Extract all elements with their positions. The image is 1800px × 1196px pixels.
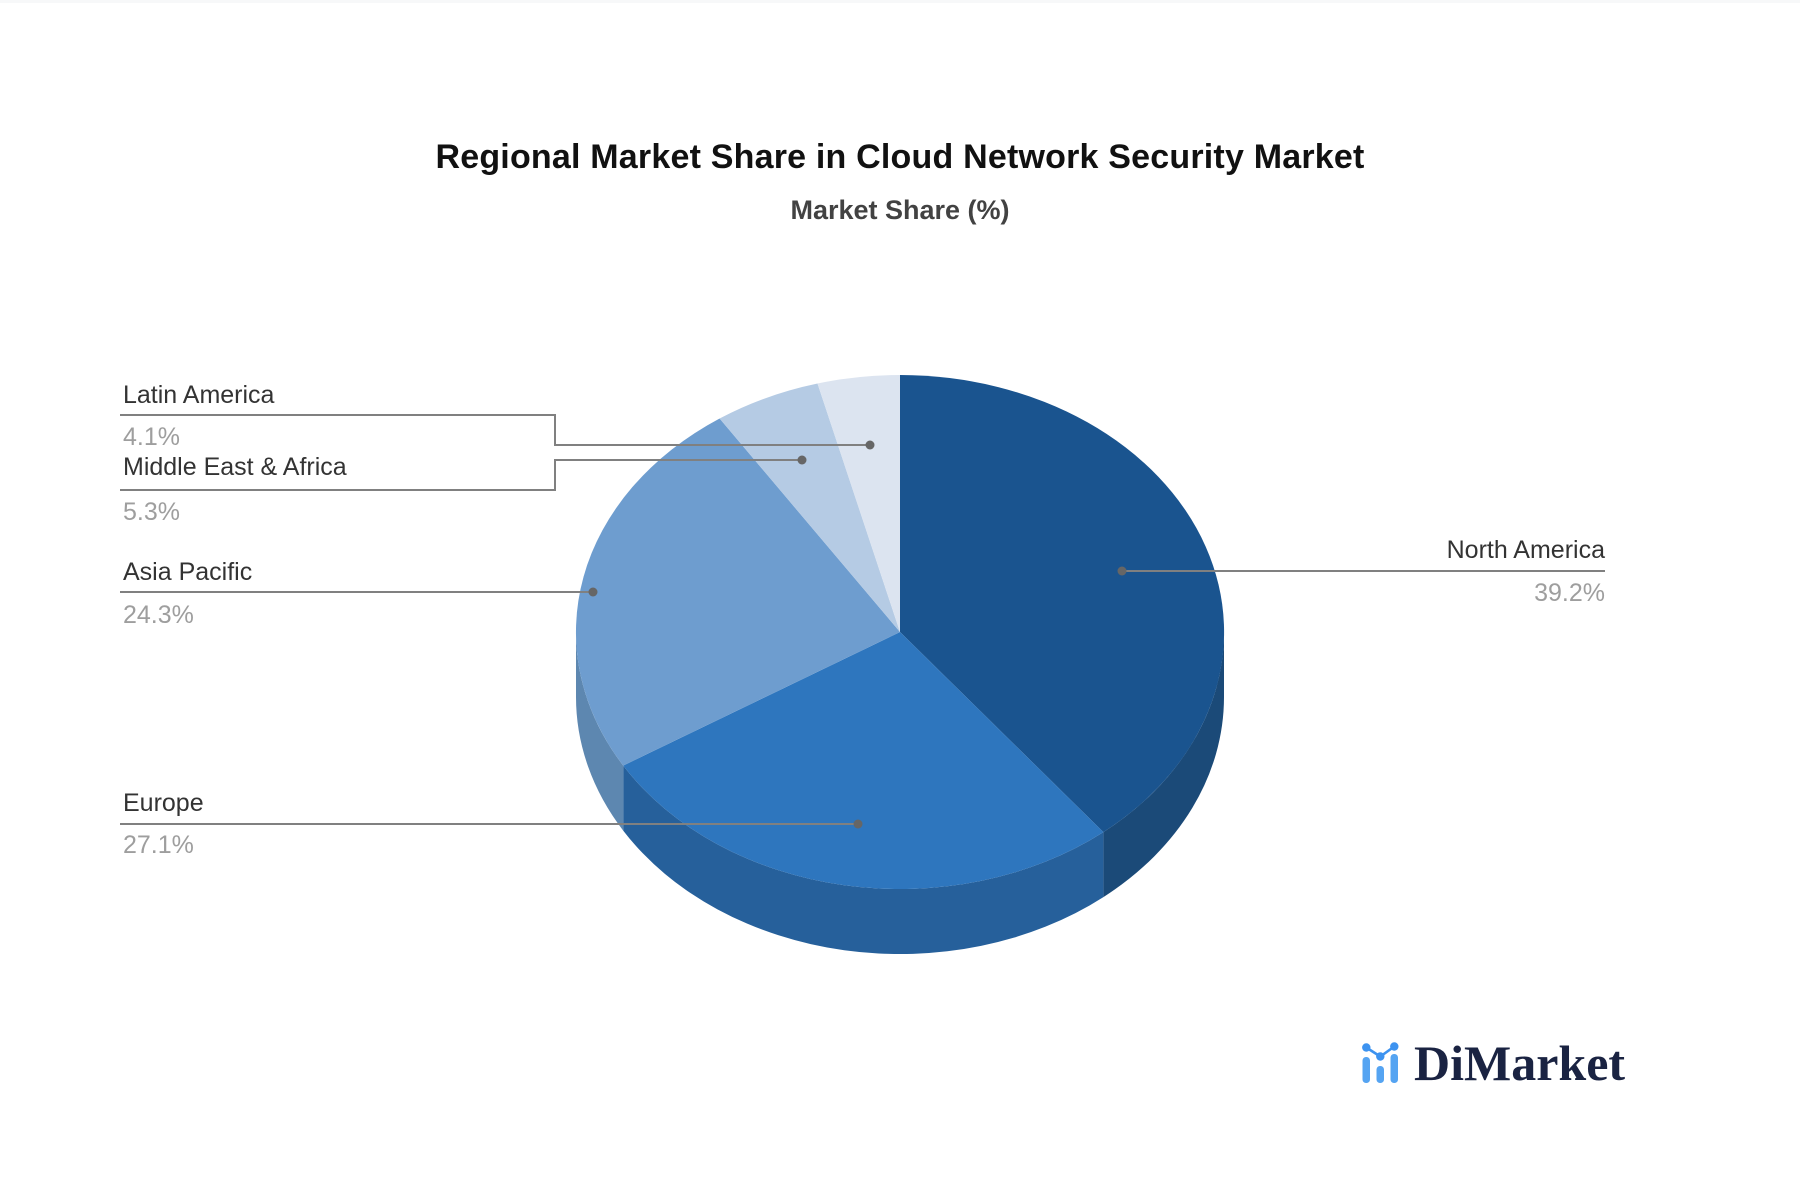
pie-slice-side-north-america bbox=[1103, 632, 1224, 898]
slice-value-latin-america: 4.1% bbox=[123, 423, 180, 451]
leader-dot-latin-america bbox=[865, 440, 875, 450]
top-edge-divider bbox=[0, 0, 1800, 3]
slice-value-middle-east-africa: 5.3% bbox=[123, 498, 180, 526]
pie-slice-asia-pacific[interactable] bbox=[575, 418, 900, 766]
pie-slice-side-europe bbox=[623, 765, 1104, 955]
slice-value-asia-pacific: 24.3% bbox=[123, 601, 194, 629]
leader-dot-europe bbox=[853, 819, 863, 829]
leader-dot-north-america bbox=[1117, 566, 1127, 576]
chart-subtitle: Market Share (%) bbox=[790, 195, 1010, 225]
brand-name: DiMarket bbox=[1414, 1035, 1626, 1091]
bar-sparkline-logo-icon bbox=[1362, 1042, 1399, 1083]
slice-label-latin-america: Latin America bbox=[123, 381, 275, 409]
slice-label-middle-east-africa: Middle East & Africa bbox=[123, 453, 347, 481]
slice-label-europe: Europe bbox=[123, 789, 204, 817]
pie-slice-latin-america[interactable] bbox=[817, 375, 901, 632]
leader-dot-asia-pacific bbox=[588, 587, 598, 597]
leader-line-middle-east-africa bbox=[120, 459, 802, 491]
pie-slice-north-america[interactable] bbox=[900, 375, 1225, 833]
slice-label-asia-pacific: Asia Pacific bbox=[123, 558, 253, 586]
leader-line-latin-america bbox=[120, 414, 870, 446]
slice-value-europe: 27.1% bbox=[123, 831, 194, 859]
slice-label-north-america: North America bbox=[1446, 536, 1605, 564]
leader-dot-middle-east-africa bbox=[797, 455, 807, 465]
brand-logo: DiMarket bbox=[1360, 1038, 1625, 1088]
pie-slice-side-asia-pacific bbox=[576, 632, 624, 831]
slice-value-north-america: 39.2% bbox=[1534, 579, 1605, 607]
chart-title: Regional Market Share in Cloud Network S… bbox=[435, 138, 1365, 176]
